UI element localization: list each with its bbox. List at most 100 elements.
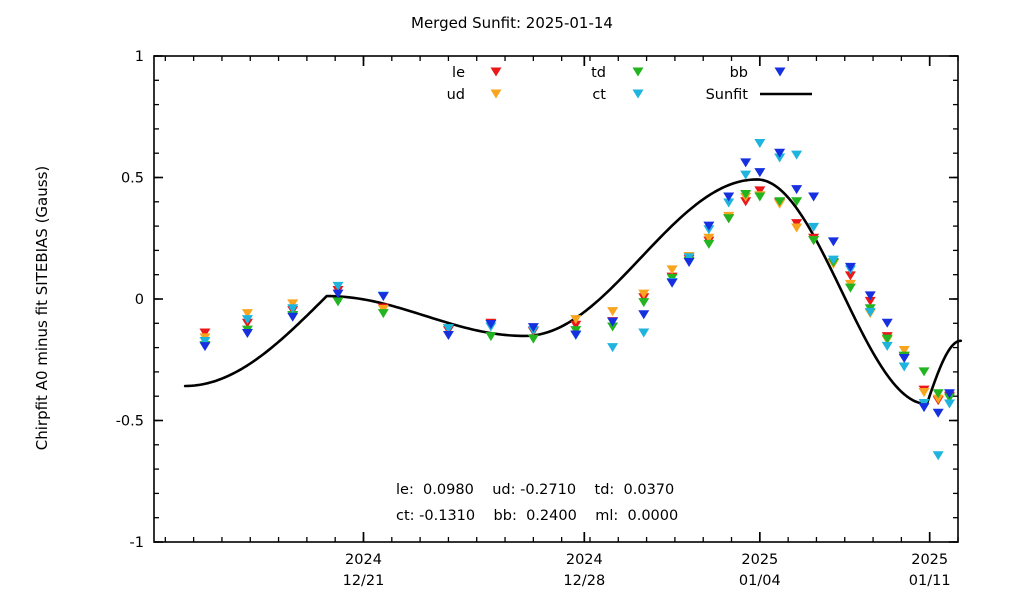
data-point	[607, 317, 619, 327]
data-point	[808, 222, 820, 232]
data-point	[932, 389, 944, 399]
data-point	[844, 283, 856, 293]
data-point	[607, 343, 619, 353]
legend-marker-td	[632, 67, 644, 77]
data-point	[377, 309, 389, 319]
series-le	[199, 186, 956, 406]
svg-text:01/04: 01/04	[739, 573, 781, 589]
data-point	[638, 328, 650, 338]
svg-text:-0.5: -0.5	[116, 414, 144, 430]
data-point	[442, 324, 454, 334]
svg-text:0: 0	[135, 292, 144, 308]
legend-label-td: td	[591, 65, 606, 81]
data-point	[638, 298, 650, 308]
data-point	[932, 394, 944, 404]
data-point	[703, 239, 715, 249]
data-point	[703, 221, 715, 231]
data-point	[287, 304, 299, 314]
data-point	[918, 367, 930, 377]
data-point	[332, 297, 344, 307]
data-point	[918, 388, 930, 398]
svg-text:2024: 2024	[566, 552, 603, 568]
data-point	[527, 334, 539, 344]
data-point	[683, 258, 695, 268]
data-point	[808, 236, 820, 246]
data-point	[754, 138, 766, 148]
legend-label-le: le	[452, 65, 465, 81]
series-ct	[199, 138, 956, 461]
legend: le ud td ct bb Sunfit	[447, 65, 812, 103]
data-point	[774, 153, 786, 163]
data-point	[791, 197, 803, 207]
legend-marker-bb	[774, 67, 786, 77]
data-point	[932, 451, 944, 461]
legend-marker-le	[490, 67, 502, 77]
data-point	[864, 296, 876, 306]
y-axis-label: Chirpfit A0 minus fit SITEBIAS (Gauss)	[33, 165, 51, 451]
data-point	[485, 332, 497, 342]
data-point	[844, 262, 856, 272]
svg-text:0.5: 0.5	[121, 171, 144, 187]
data-point	[199, 342, 211, 352]
data-point	[740, 158, 752, 168]
data-point	[199, 328, 211, 338]
data-point	[442, 330, 454, 340]
data-point	[774, 148, 786, 158]
axis-ticks	[154, 55, 959, 543]
data-point	[703, 233, 715, 243]
data-point	[287, 312, 299, 322]
data-point	[527, 323, 539, 333]
legend-label-ud: ud	[447, 87, 465, 103]
data-point	[570, 315, 582, 325]
data-point	[844, 271, 856, 281]
data-point	[377, 292, 389, 302]
data-point	[864, 307, 876, 317]
data-point	[881, 318, 893, 328]
data-point	[199, 337, 211, 347]
svg-text:2025: 2025	[741, 552, 778, 568]
data-point	[754, 192, 766, 202]
sunfit-curve	[183, 178, 963, 406]
annotation-line-1: le: 0.0980 ud: -0.2710 td: 0.0370	[396, 482, 675, 498]
series-ud	[199, 191, 944, 404]
data-point	[570, 320, 582, 330]
data-point	[723, 214, 735, 224]
data-point	[808, 192, 820, 202]
data-point	[485, 320, 497, 330]
data-point	[683, 253, 695, 263]
data-point	[723, 198, 735, 208]
data-point	[607, 307, 619, 317]
series-td	[199, 190, 956, 403]
data-point	[827, 255, 839, 265]
data-point	[754, 168, 766, 178]
data-point	[944, 399, 956, 409]
legend-label-ct: ct	[592, 87, 606, 103]
data-point	[638, 310, 650, 320]
axes-frame	[153, 55, 959, 543]
svg-text:2025: 2025	[911, 552, 948, 568]
data-point	[791, 150, 803, 160]
data-point	[881, 341, 893, 351]
data-point	[918, 403, 930, 413]
data-point	[607, 322, 619, 332]
data-point	[332, 281, 344, 291]
data-point	[791, 185, 803, 195]
data-point	[944, 389, 956, 399]
axis-tick-labels: 1 0.5 0 -0.5 -1 2024 12/21 2024 12/28 2025 01/04 20…	[116, 49, 951, 589]
data-point	[570, 330, 582, 340]
legend-marker-ud	[490, 89, 502, 99]
chart-title: Merged Sunfit: 2025-01-14	[411, 14, 613, 32]
data-point	[241, 315, 253, 325]
data-point	[666, 278, 678, 288]
series-bb	[199, 148, 956, 418]
svg-text:12/21: 12/21	[343, 573, 385, 589]
data-point	[332, 289, 344, 299]
data-point	[666, 265, 678, 275]
data-point	[754, 186, 766, 196]
data-point	[898, 354, 910, 364]
data-point	[898, 346, 910, 356]
data-point	[932, 408, 944, 418]
sunfit-fit-line	[183, 178, 963, 406]
